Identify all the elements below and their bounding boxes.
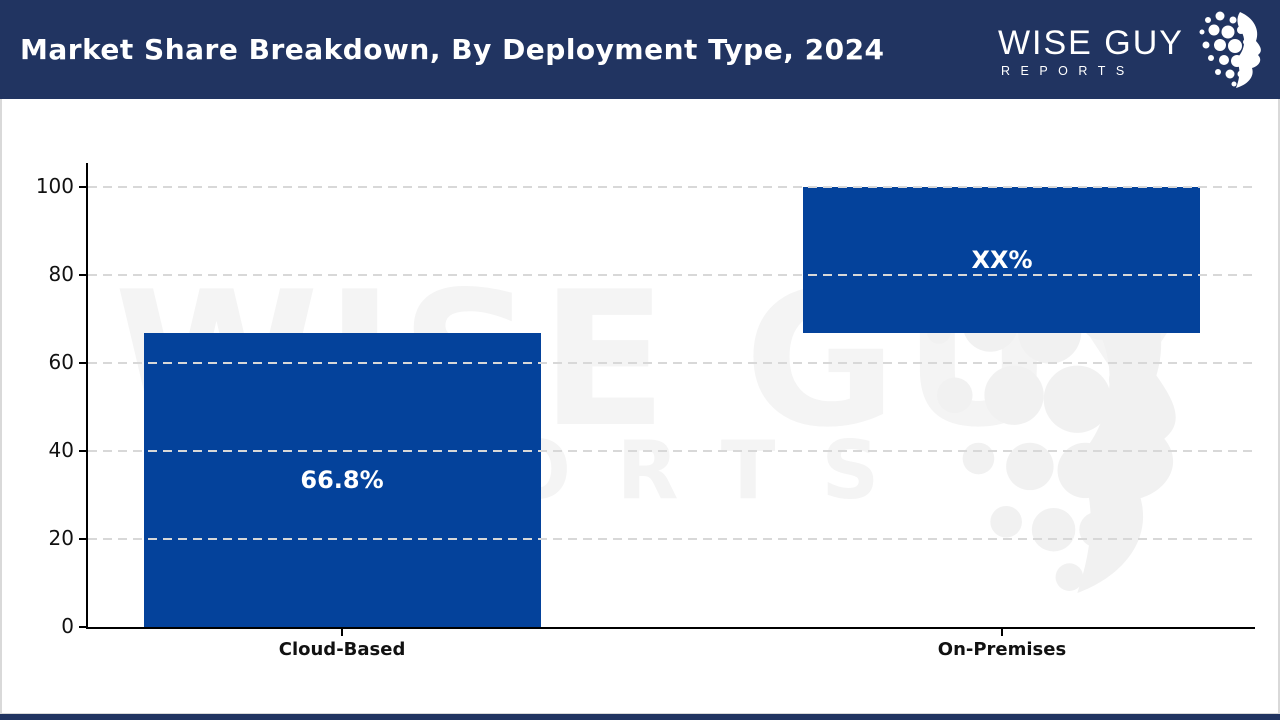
y-tick-label-80: 80 <box>48 262 74 286</box>
footer-bar <box>0 714 1280 720</box>
y-tick-100 <box>79 186 88 188</box>
y-tick-label-100: 100 <box>35 174 74 198</box>
x-tick-label-1: On-Premises <box>937 639 1067 660</box>
x-tick-label-0: Cloud-Based <box>278 639 406 660</box>
x-tick-0 <box>341 629 344 636</box>
y-tick-80 <box>79 274 88 276</box>
header: Market Share Breakdown, By Deployment Ty… <box>0 0 1280 99</box>
gridline-80 <box>88 274 1255 276</box>
x-tick-1 <box>1000 629 1003 636</box>
brand-logo-text: WISE GUY REPORTS <box>997 23 1184 79</box>
y-tick-label-20: 20 <box>48 526 74 550</box>
y-tick-label-40: 40 <box>48 438 74 462</box>
y-tick-label-60: 60 <box>48 350 74 374</box>
y-tick-60 <box>79 362 88 364</box>
bar-on-premises: XX% <box>803 187 1201 334</box>
y-tick-0 <box>79 626 88 628</box>
gridline-20 <box>88 538 1255 540</box>
x-axis <box>86 627 1255 629</box>
gridline-40 <box>88 450 1255 452</box>
chart-plot-area: 66.8% XX% 0 20 40 60 80 100 Cloud-Based On-Premis… <box>2 99 1278 713</box>
gridline-60 <box>88 362 1255 364</box>
bar-cloud-based: 66.8% <box>143 333 541 627</box>
bar-value-label: XX% <box>971 246 1033 275</box>
brand-logo: WISE GUY REPORTS <box>998 8 1264 96</box>
brand-subname: REPORTS <box>1000 64 1135 79</box>
gridline-100 <box>88 186 1255 188</box>
page-title: Market Share Breakdown, By Deployment Ty… <box>20 33 885 66</box>
head-profile-dots-icon <box>1178 8 1264 96</box>
y-tick-40 <box>79 450 88 452</box>
bar-value-label: 66.8% <box>300 466 384 495</box>
y-tick-label-0: 0 <box>61 614 74 638</box>
y-tick-20 <box>79 538 88 540</box>
chart-panel: WISE GUY REPORTS 66.8% XX% 0 20 <box>0 99 1280 714</box>
brand-name: WISE GUY <box>997 23 1184 62</box>
y-axis <box>86 163 88 629</box>
